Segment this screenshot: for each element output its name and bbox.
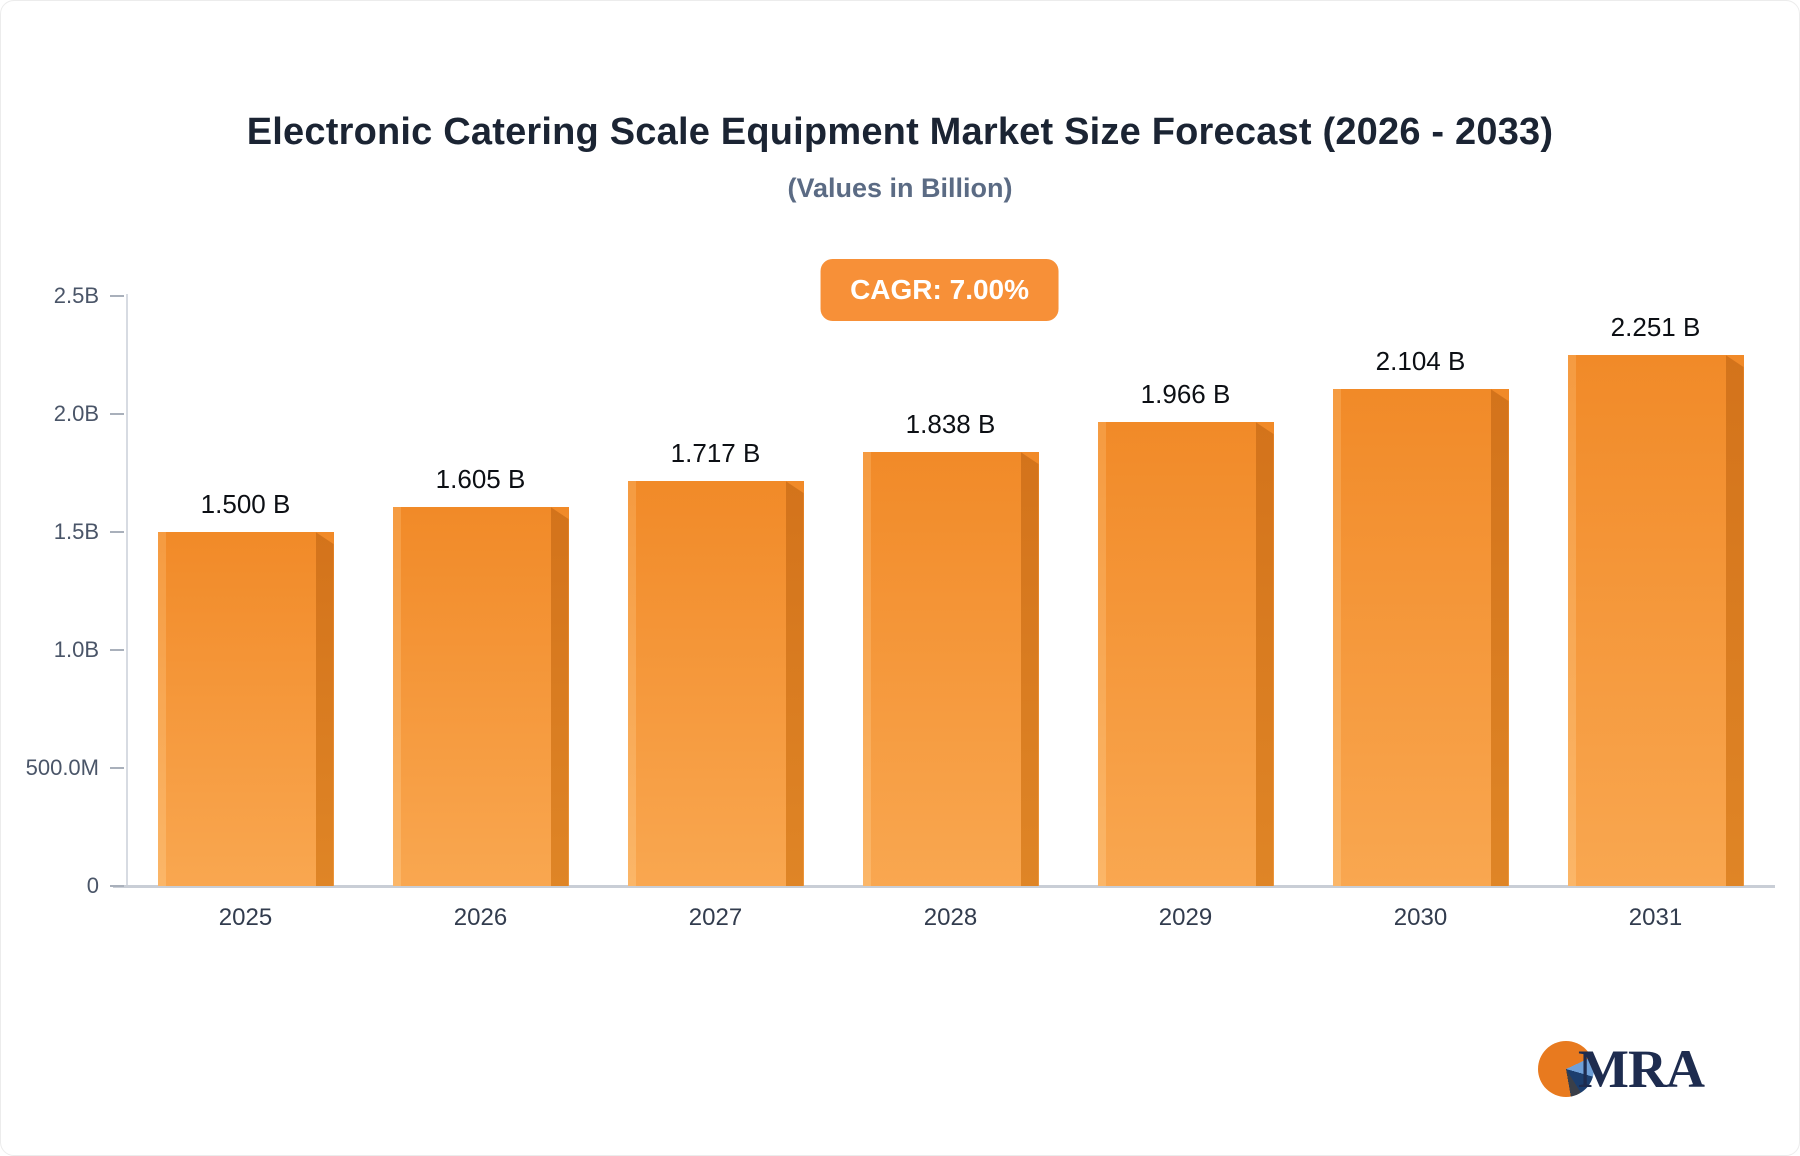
bar-column: 2.251 B	[1538, 296, 1773, 886]
y-tick	[110, 413, 124, 415]
brand-logo: MRA	[1538, 1038, 1705, 1100]
bar-2026	[392, 507, 569, 886]
bar-column: 1.500 B	[128, 296, 363, 886]
bar-value-label: 2.251 B	[1610, 312, 1701, 342]
y-tick-label: 500.0M	[25, 755, 99, 780]
x-axis-labels: 2025 2026 2027 2028 2029 2030 2031	[128, 904, 1773, 932]
brand-logo-text: MRA	[1578, 1039, 1705, 1099]
y-tick-label: 1.0B	[53, 637, 99, 662]
bar-value-label: 1.500 B	[200, 489, 291, 519]
x-axis-line	[113, 885, 1775, 888]
bar-value-label: 1.838 B	[905, 409, 996, 439]
pie-circle-icon	[1538, 1041, 1595, 1097]
x-axis-label: 2026	[453, 904, 508, 931]
y-tick	[110, 295, 124, 297]
y-tick-label: 0	[86, 873, 99, 898]
y-tick-label: 2.0B	[53, 401, 99, 426]
bar-value-label: 1.605 B	[435, 464, 526, 494]
bar-2027	[627, 481, 804, 886]
chart-title: Electronic Catering Scale Equipment Mark…	[246, 111, 1554, 153]
bar-2031	[1567, 355, 1744, 886]
chart-subtitle: (Values in Billion)	[787, 173, 1013, 203]
y-axis-line	[126, 294, 128, 887]
bar-2025	[157, 532, 334, 886]
y-tick-label: 2.5B	[53, 283, 99, 308]
bar-value-label: 1.966 B	[1140, 379, 1231, 409]
y-tick	[110, 885, 124, 887]
x-axis-label: 2029	[1158, 904, 1213, 931]
bar-value-label: 2.104 B	[1375, 346, 1466, 376]
x-axis-label: 2027	[688, 904, 743, 931]
bar-column: 2.104 B	[1303, 296, 1538, 886]
bar-column: 1.966 B	[1068, 296, 1303, 886]
bar-2029	[1097, 422, 1274, 886]
bar-column: 1.605 B	[363, 296, 598, 886]
cagr-badge: CAGR: 7.00%	[820, 259, 1060, 321]
y-tick	[110, 649, 124, 651]
bar-2028	[862, 452, 1039, 886]
bar-column: 1.838 B	[833, 296, 1068, 886]
bar-column: 1.717 B	[598, 296, 833, 886]
y-tick	[110, 531, 124, 533]
x-axis-label: 2028	[923, 904, 978, 931]
plot-area: 1.500 B 1.605 B 1.717 B 1.838 B 1.966 B 2.104…	[128, 296, 1773, 886]
y-tick-label: 1.5B	[53, 519, 99, 544]
y-tick	[110, 767, 124, 769]
x-axis-label: 2025	[218, 904, 273, 931]
x-axis-label: 2030	[1393, 904, 1448, 931]
x-axis-label: 2031	[1628, 904, 1683, 931]
bar-value-label: 1.717 B	[670, 438, 761, 468]
bar-2030	[1332, 389, 1509, 886]
